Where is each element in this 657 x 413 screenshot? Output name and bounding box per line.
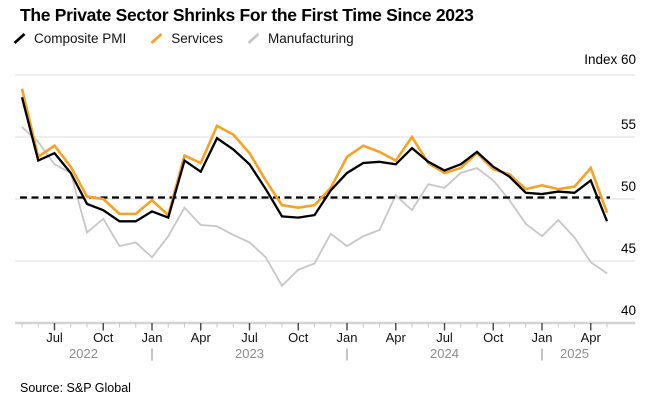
legend-item-composite-pmi: Composite PMI [12, 31, 126, 46]
chart-title: The Private Sector Shrinks For the First… [20, 5, 474, 25]
y-axis-top-label: Index 60 [584, 52, 636, 67]
legend-label: Composite PMI [34, 31, 127, 46]
x-tick-label: Apr [581, 330, 602, 345]
x-tick-label: Oct [483, 330, 504, 345]
x-tick-label: Jul [46, 330, 63, 345]
manufacturing-line [21, 126, 608, 288]
x-tick-label: Jul [436, 330, 453, 345]
legend-label: Manufacturing [268, 31, 354, 46]
y-tick-label-55: 55 [621, 117, 636, 132]
year-label-2025: 2025 [560, 346, 589, 361]
year-label-2022: 2022 [69, 346, 98, 361]
x-tick-label: Apr [191, 330, 212, 345]
year-separator: | [540, 347, 543, 361]
legend-label: Services [171, 31, 224, 46]
year-label-2023: 2023 [235, 346, 264, 361]
legend-line-icon [150, 32, 163, 45]
legend-line-glyph [247, 32, 260, 45]
x-tick-label: Oct [288, 330, 309, 345]
year-separator: | [345, 347, 348, 361]
legend-line-glyph [13, 32, 26, 45]
legend-item-services: Services [149, 31, 223, 46]
x-tick-label: Jul [241, 330, 258, 345]
year-separator: | [150, 347, 153, 361]
composite-pmi-line [20, 97, 609, 223]
y-tick-label-40: 40 [621, 303, 636, 318]
services-line [20, 88, 609, 218]
y-tick-label-45: 45 [621, 241, 636, 256]
x-tick-label: Jan [142, 330, 163, 345]
year-label-2024: 2024 [430, 346, 459, 361]
x-tick-label: Jan [337, 330, 358, 345]
x-tick-label: Apr [386, 330, 407, 345]
legend-item-manufacturing: Manufacturing [246, 31, 354, 46]
legend-line-glyph [150, 32, 163, 45]
x-tick-label: Jan [532, 330, 553, 345]
x-tick-label: Oct [93, 330, 114, 345]
legend-line-icon [247, 32, 260, 45]
legend-line-icon [13, 32, 26, 45]
chart-legend: Composite PMI Services Manufacturing [12, 31, 354, 46]
source-note: Source: S&P Global [20, 381, 131, 395]
y-tick-label-50: 50 [621, 179, 636, 194]
